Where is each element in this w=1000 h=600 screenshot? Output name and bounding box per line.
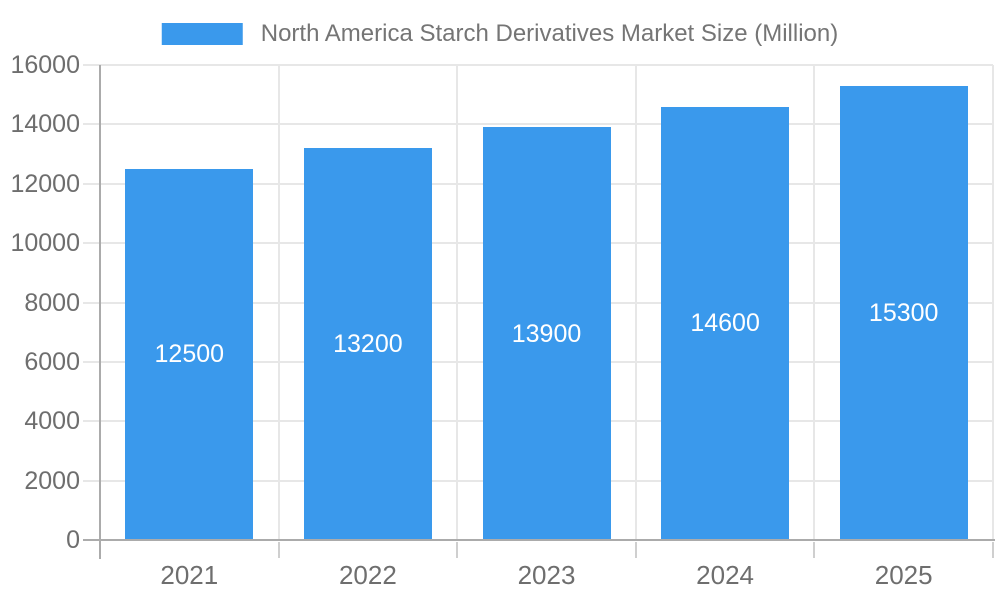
x-tick-label: 2021 [160, 560, 219, 590]
x-axis-line [83, 539, 995, 541]
bar-2022 [303, 148, 432, 539]
v-gridline [813, 65, 816, 540]
bar-value-label: 12500 [154, 340, 225, 369]
x-tick-label: 2022 [338, 560, 397, 590]
bar-value-label: 14600 [690, 309, 760, 338]
bar-2021 [125, 168, 254, 539]
v-gridline [277, 65, 280, 540]
y-tick-label: 10000 [10, 229, 80, 258]
bar-value-label: 13200 [333, 330, 403, 359]
y-tick-label: 8000 [24, 288, 80, 317]
y-tick-label: 4000 [24, 407, 80, 436]
x-tick [277, 542, 280, 558]
y-tick-label: 6000 [24, 347, 80, 376]
v-gridline [456, 65, 459, 540]
x-tick [813, 542, 816, 558]
x-tick-label: 2024 [696, 560, 755, 590]
legend-label: North America Starch Derivatives Market … [260, 20, 839, 47]
y-gridline [100, 64, 993, 66]
y-axis-line [99, 65, 101, 559]
y-gridline [100, 123, 993, 126]
y-tick-label: 14000 [10, 110, 80, 139]
x-tick-label: 2025 [874, 560, 933, 590]
y-tick-label: 16000 [10, 51, 80, 79]
x-tick-label: 2023 [517, 560, 576, 590]
y-tick [83, 64, 100, 66]
y-tick-label: 2000 [24, 466, 80, 495]
bar-value-label: 15300 [868, 298, 939, 327]
y-tick [83, 420, 100, 423]
y-tick [83, 123, 100, 126]
bar-value-label: 13900 [511, 319, 582, 348]
y-tick-label: 0 [66, 526, 80, 554]
legend: North America Starch Derivatives Market … [161, 20, 839, 48]
y-tick-label: 12000 [10, 169, 80, 198]
bar-2025 [839, 85, 968, 539]
legend-swatch [161, 23, 243, 45]
y-tick [83, 242, 100, 245]
y-tick [83, 301, 100, 304]
y-tick [83, 360, 100, 363]
y-tick [83, 182, 100, 185]
bar-2024 [661, 106, 790, 539]
y-tick [83, 479, 100, 482]
v-gridline [634, 65, 637, 540]
x-tick [992, 542, 994, 558]
x-tick [456, 542, 459, 558]
x-tick [634, 542, 637, 558]
v-gridline [992, 65, 994, 540]
bar-2023 [482, 127, 611, 539]
